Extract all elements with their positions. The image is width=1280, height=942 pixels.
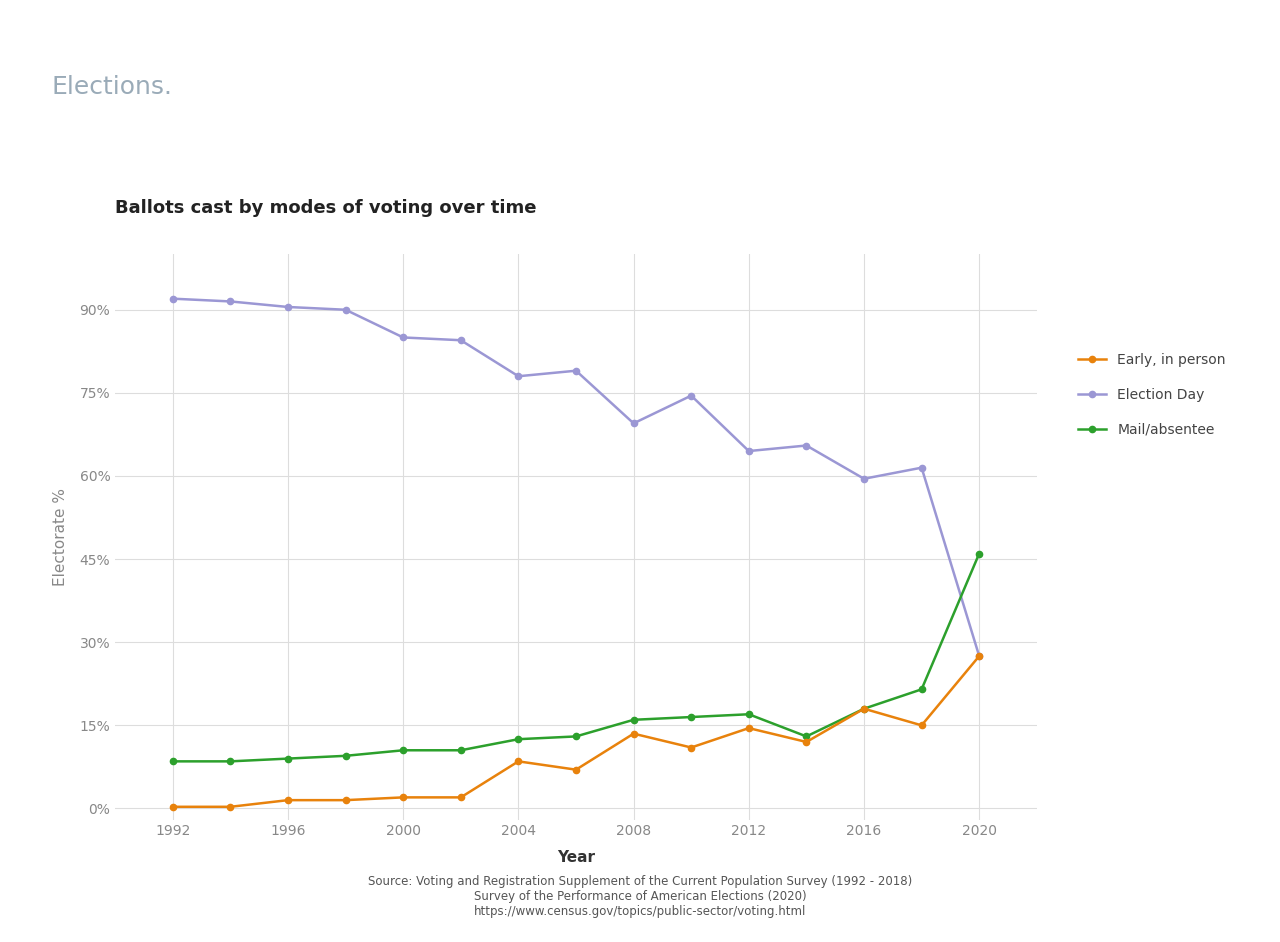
Early, in person (338, 794, 353, 805)
Mail/absentee (568, 731, 584, 742)
Legend: Early, in person, Election Day, Mail/absentee: Early, in person, Election Day, Mail/abs… (1071, 346, 1233, 444)
Election Day (856, 473, 872, 484)
Mail/absentee (453, 744, 468, 755)
Early, in person (626, 728, 641, 739)
Early, in person (856, 703, 872, 714)
Early, in person (165, 801, 180, 812)
Early, in person (972, 650, 987, 661)
Mail/absentee (511, 734, 526, 745)
Election Day (626, 417, 641, 429)
Early, in person (453, 791, 468, 803)
Election Day (165, 293, 180, 304)
Mail/absentee (338, 750, 353, 761)
Early, in person (511, 755, 526, 767)
Mail/absentee (914, 684, 929, 695)
Early, in person (396, 791, 411, 803)
Election Day (338, 304, 353, 316)
Election Day (280, 301, 296, 313)
Early, in person (741, 723, 756, 734)
Early, in person (223, 801, 238, 812)
Mail/absentee (856, 703, 872, 714)
Early, in person (568, 764, 584, 775)
Mail/absentee (972, 548, 987, 560)
Mail/absentee (223, 755, 238, 767)
Election Day (396, 332, 411, 343)
Text: Source: Voting and Registration Supplement of the Current Population Survey (199: Source: Voting and Registration Suppleme… (367, 875, 913, 918)
Mail/absentee (684, 711, 699, 723)
Mail/absentee (626, 714, 641, 725)
Mail/absentee (280, 753, 296, 764)
Line: Mail/absentee: Mail/absentee (170, 550, 982, 765)
Early, in person (914, 720, 929, 731)
Election Day (914, 462, 929, 473)
X-axis label: Year: Year (557, 850, 595, 865)
Election Day (568, 365, 584, 377)
Election Day (972, 650, 987, 661)
Mail/absentee (396, 744, 411, 755)
Y-axis label: Electorate %: Electorate % (54, 488, 68, 586)
Election Day (511, 370, 526, 382)
Text: Ballots cast by modes of voting over time: Ballots cast by modes of voting over tim… (115, 199, 536, 217)
Mail/absentee (799, 731, 814, 742)
Line: Early, in person: Early, in person (170, 653, 982, 810)
Election Day (453, 334, 468, 346)
Early, in person (684, 742, 699, 754)
Election Day (799, 440, 814, 451)
Mail/absentee (165, 755, 180, 767)
Line: Election Day: Election Day (170, 296, 982, 659)
Early, in person (280, 794, 296, 805)
Election Day (223, 296, 238, 307)
Election Day (741, 446, 756, 457)
Text: Elections.: Elections. (51, 75, 173, 99)
Election Day (684, 390, 699, 401)
Mail/absentee (741, 708, 756, 720)
Early, in person (799, 737, 814, 748)
